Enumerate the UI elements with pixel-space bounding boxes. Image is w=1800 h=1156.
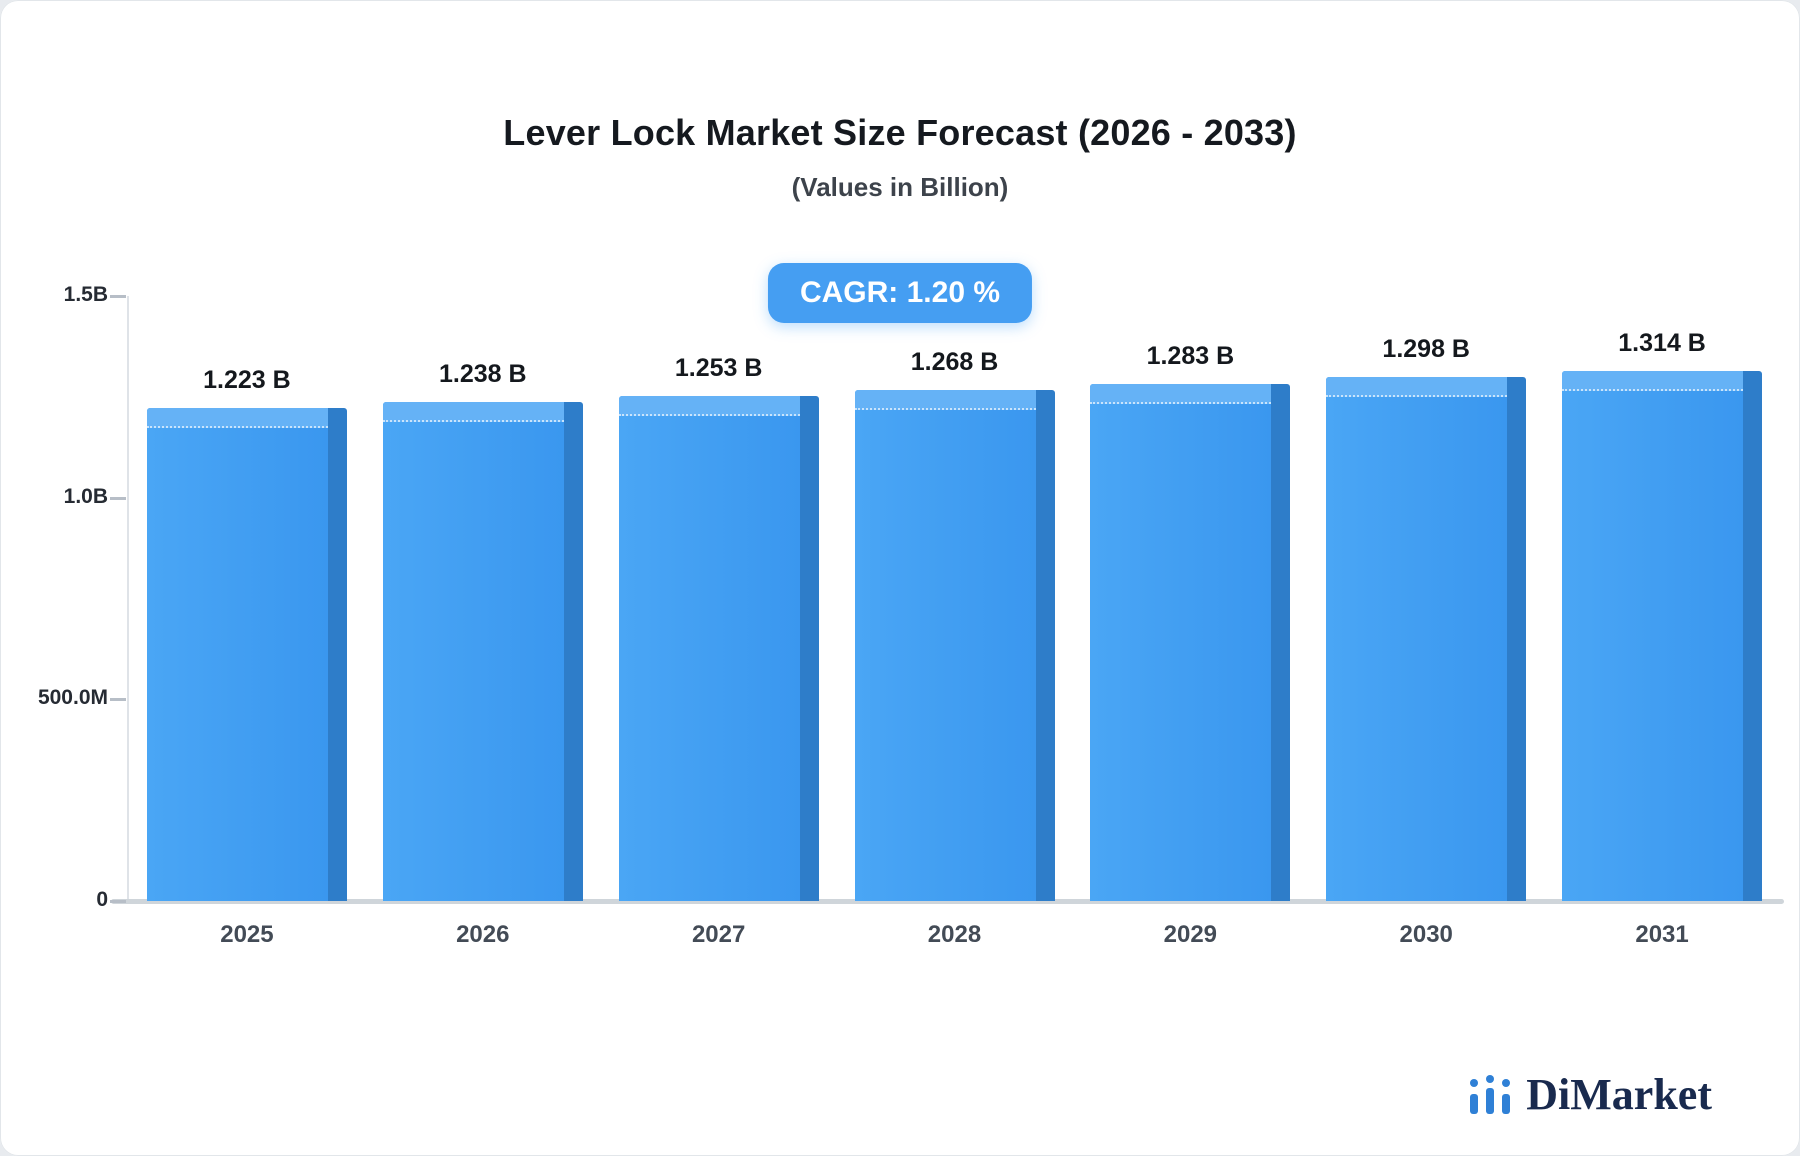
chart-subtitle: (Values in Billion) [791,172,1009,202]
bar-side-face [799,395,819,901]
x-axis-baseline [111,899,1784,904]
y-axis-tick-mark [110,698,126,702]
bar[interactable] [1562,371,1744,901]
bar[interactable] [618,395,800,901]
bar-side-face [1743,371,1763,901]
x-axis-label: 2030 [1399,921,1453,948]
bar-side-face [1035,389,1055,901]
bar-chart-icon [1470,1074,1511,1114]
bar[interactable] [1090,383,1272,901]
y-axis-tick-label: 1.5B [63,283,108,306]
y-axis-tick-label: 0 [96,888,108,911]
bar-side-face [1507,377,1527,901]
bar-value-label: 1.253 B [674,353,763,382]
bar[interactable] [854,389,1036,901]
bar-value-label: 1.238 B [439,359,527,388]
y-axis-tick-mark [110,295,126,298]
bar-top-cap [618,395,800,416]
bar-top-cap [1326,377,1508,398]
chart-title: Lever Lock Market Size Forecast (2026 - … [503,112,1297,153]
x-axis-label: 2027 [691,921,746,948]
bar-side-face [1271,383,1291,901]
bar-value-label: 1.283 B [1146,341,1235,370]
bar[interactable] [1326,377,1508,901]
brand-logo: DiMarket [1466,1069,1712,1120]
cagr-badge: CAGR: 1.20 % [767,263,1033,323]
bar-value-label: 1.223 B [203,365,291,394]
y-axis-tick-mark [110,496,126,500]
bar[interactable] [382,401,564,901]
bar[interactable] [146,407,328,901]
x-axis-label: 2026 [456,921,510,948]
x-axis-label: 2028 [927,921,982,948]
bar-value-label: 1.268 B [910,347,999,376]
bar-top-cap [382,401,564,422]
bar-top-cap [1090,383,1272,404]
bar-value-label: 1.314 B [1618,329,1706,358]
brand-name: DiMarket [1526,1070,1712,1119]
bar-side-face [327,407,347,901]
x-axis-label: 2025 [220,921,274,948]
bar-top-cap [1562,371,1744,392]
y-axis-line [127,296,129,901]
bar-top-cap [854,389,1036,410]
x-axis-label: 2031 [1635,921,1689,948]
bar-side-face [563,401,583,901]
y-axis-tick-label: 500.0M [37,686,108,710]
bar-top-cap [146,407,328,428]
x-axis-label: 2029 [1163,921,1218,948]
y-axis-tick-mark [110,900,126,903]
y-axis-tick-label: 1.0B [63,484,108,508]
bar-value-label: 1.298 B [1382,335,1470,364]
